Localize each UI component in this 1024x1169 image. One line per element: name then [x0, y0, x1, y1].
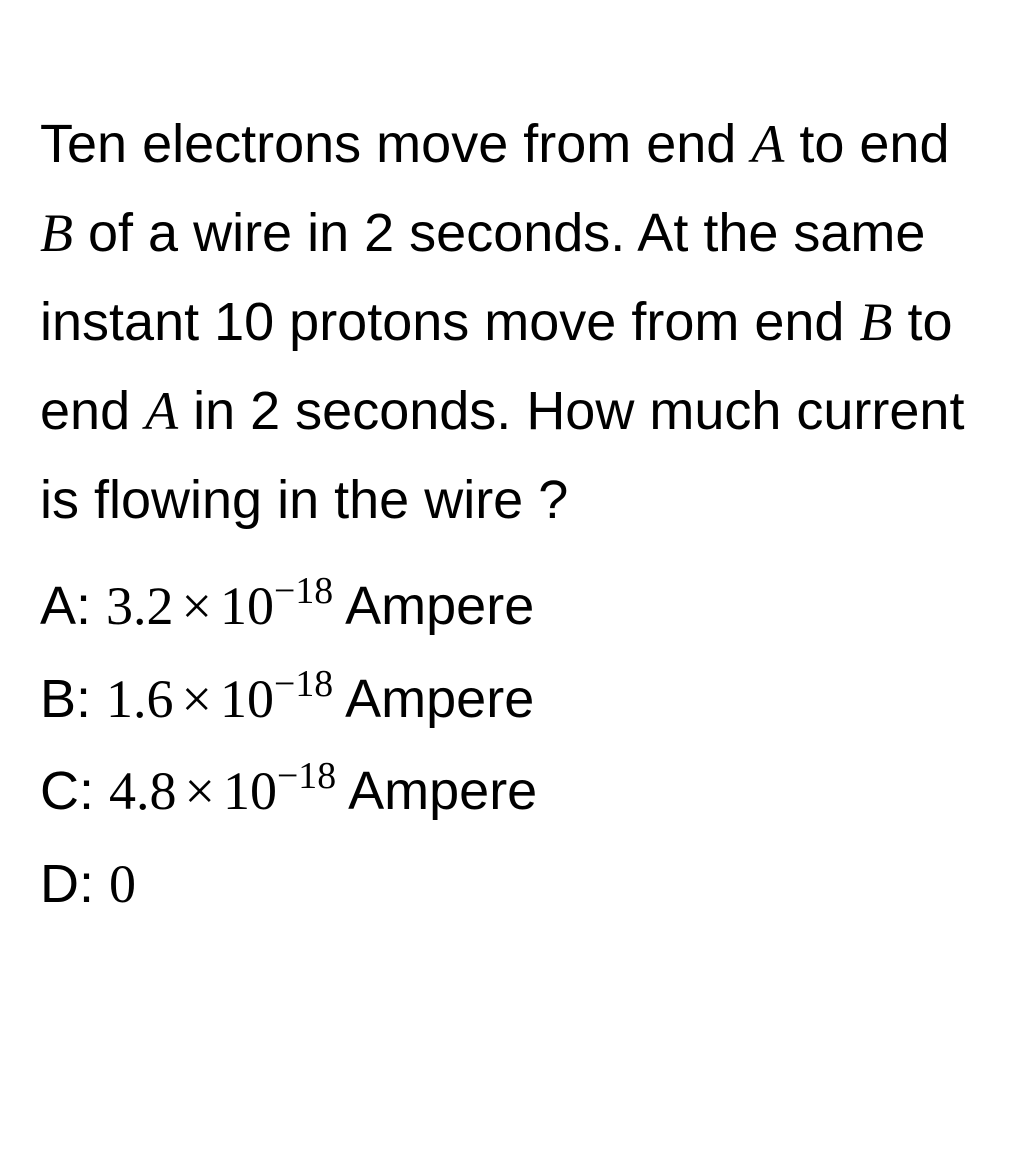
- option-c-base: 10: [223, 761, 277, 821]
- option-b-label: B:: [40, 669, 106, 729]
- option-d-label: D:: [40, 854, 109, 914]
- option-d-value: 0: [109, 854, 136, 914]
- page: Ten electrons move from end A to end B o…: [0, 0, 1024, 973]
- var-B2: B: [859, 292, 892, 352]
- option-c-exp: −18: [277, 755, 336, 797]
- option-b-base: 10: [220, 669, 274, 729]
- option-b: B: 1.6×10−18 Ampere: [40, 656, 984, 742]
- var-B: B: [40, 203, 73, 263]
- option-c-times: ×: [177, 761, 223, 821]
- option-a-unit: Ampere: [333, 576, 534, 636]
- option-a-label: A:: [40, 576, 106, 636]
- question-text: Ten electrons move from end A to end B o…: [40, 100, 984, 545]
- q-part-1: Ten electrons move from end: [40, 114, 751, 174]
- option-b-coef: 1.6: [106, 669, 174, 729]
- var-A: A: [751, 114, 784, 174]
- option-a-times: ×: [174, 576, 220, 636]
- option-a: A: 3.2×10−18 Ampere: [40, 563, 984, 649]
- q-part-3: of a wire in 2 seconds. At the same inst…: [40, 203, 925, 352]
- option-c-unit: Ampere: [336, 761, 537, 821]
- option-c-coef: 4.8: [109, 761, 177, 821]
- q-part-5: in 2 seconds. How much current is flowin…: [40, 381, 964, 530]
- option-a-base: 10: [220, 576, 274, 636]
- option-b-unit: Ampere: [333, 669, 534, 729]
- option-d: D: 0: [40, 841, 984, 927]
- option-b-exp: −18: [274, 663, 333, 705]
- q-part-2: to end: [784, 114, 949, 174]
- option-a-exp: −18: [274, 570, 333, 612]
- option-c: C: 4.8×10−18 Ampere: [40, 748, 984, 834]
- option-b-times: ×: [174, 669, 220, 729]
- option-a-coef: 3.2: [106, 576, 174, 636]
- answer-options: A: 3.2×10−18 Ampere B: 1.6×10−18 Ampere …: [40, 563, 984, 927]
- option-c-label: C:: [40, 761, 109, 821]
- var-A2: A: [145, 381, 178, 441]
